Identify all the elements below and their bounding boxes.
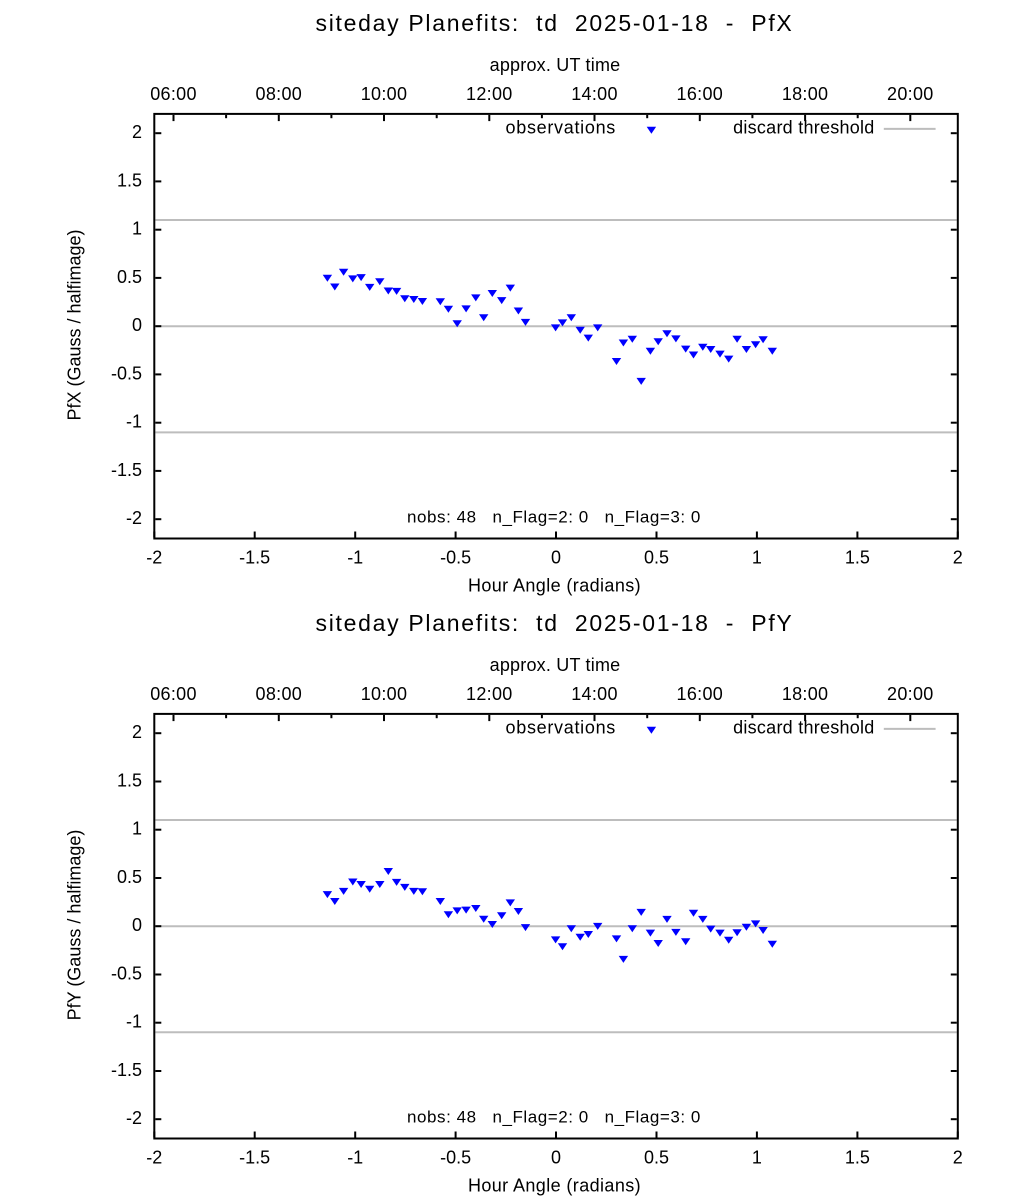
svg-text:14:00: 14:00 <box>571 84 618 104</box>
svg-text:2: 2 <box>132 122 142 142</box>
svg-text:PfY (Gauss / halfimage): PfY (Gauss / halfimage) <box>65 830 85 1021</box>
svg-text:-1: -1 <box>126 412 142 432</box>
svg-text:14:00: 14:00 <box>571 684 618 704</box>
svg-text:-2: -2 <box>126 508 142 528</box>
svg-text:1.5: 1.5 <box>117 170 142 190</box>
svg-text:0: 0 <box>551 1148 561 1168</box>
svg-text:-1.5: -1.5 <box>239 1148 270 1168</box>
svg-text:nobs: 48 n_Flag=2: 0 n_Fla: nobs: 48 n_Flag=2: 0 n_Flag=3: 0 <box>407 1108 701 1127</box>
svg-text:18:00: 18:00 <box>782 84 829 104</box>
svg-text:20:00: 20:00 <box>887 684 934 704</box>
svg-text:siteday Planefits: td 2025-0: siteday Planefits: td 2025-01-18 - PfX <box>316 10 794 36</box>
svg-text:-0.5: -0.5 <box>440 548 471 568</box>
svg-text:0: 0 <box>551 548 561 568</box>
svg-text:siteday Planefits: td 2025-0: siteday Planefits: td 2025-01-18 - PfY <box>316 610 794 636</box>
svg-text:1: 1 <box>132 819 142 839</box>
svg-text:10:00: 10:00 <box>361 684 408 704</box>
svg-text:-1: -1 <box>126 1012 142 1032</box>
svg-text:1.5: 1.5 <box>845 1148 870 1168</box>
svg-text:approx. UT time: approx. UT time <box>490 55 621 75</box>
svg-text:10:00: 10:00 <box>361 84 408 104</box>
svg-text:approx. UT time: approx. UT time <box>490 655 621 675</box>
svg-text:discard threshold: discard threshold <box>733 718 874 738</box>
svg-text:-2: -2 <box>146 1148 162 1168</box>
svg-text:08:00: 08:00 <box>256 684 303 704</box>
svg-text:-1.5: -1.5 <box>239 548 270 568</box>
svg-text:06:00: 06:00 <box>150 84 197 104</box>
svg-text:1: 1 <box>752 548 762 568</box>
svg-text:0: 0 <box>132 315 142 335</box>
svg-text:1: 1 <box>132 219 142 239</box>
svg-text:-2: -2 <box>126 1108 142 1128</box>
svg-text:08:00: 08:00 <box>256 84 303 104</box>
svg-text:18:00: 18:00 <box>782 684 829 704</box>
svg-text:1.5: 1.5 <box>117 771 142 791</box>
svg-text:nobs: 48 n_Flag=2: 0 n_Fla: nobs: 48 n_Flag=2: 0 n_Flag=3: 0 <box>407 508 701 527</box>
svg-text:16:00: 16:00 <box>677 684 724 704</box>
svg-text:Hour Angle (radians): Hour Angle (radians) <box>468 575 641 595</box>
svg-text:observations: observations <box>506 718 616 738</box>
svg-text:-0.5: -0.5 <box>111 363 142 383</box>
svg-text:-1: -1 <box>347 1148 363 1168</box>
svg-text:2: 2 <box>953 548 963 568</box>
svg-text:-0.5: -0.5 <box>440 1148 471 1168</box>
svg-text:16:00: 16:00 <box>677 84 724 104</box>
svg-text:06:00: 06:00 <box>150 684 197 704</box>
svg-text:0.5: 0.5 <box>644 1148 669 1168</box>
svg-text:0: 0 <box>132 915 142 935</box>
svg-text:-2: -2 <box>146 548 162 568</box>
svg-text:-1.5: -1.5 <box>111 460 142 480</box>
svg-text:2: 2 <box>132 722 142 742</box>
svg-text:-1.5: -1.5 <box>111 1060 142 1080</box>
svg-text:Hour Angle (radians): Hour Angle (radians) <box>468 1175 641 1195</box>
svg-text:2: 2 <box>953 1148 963 1168</box>
svg-text:-0.5: -0.5 <box>111 964 142 984</box>
svg-text:observations: observations <box>506 118 616 138</box>
svg-text:PfX (Gauss / halfimage): PfX (Gauss / halfimage) <box>65 229 85 420</box>
svg-text:0.5: 0.5 <box>644 548 669 568</box>
svg-text:-1: -1 <box>347 548 363 568</box>
svg-text:20:00: 20:00 <box>887 84 934 104</box>
svg-text:1: 1 <box>752 1148 762 1168</box>
svg-text:discard threshold: discard threshold <box>733 118 874 138</box>
svg-text:0.5: 0.5 <box>117 267 142 287</box>
svg-text:1.5: 1.5 <box>845 548 870 568</box>
svg-text:12:00: 12:00 <box>466 84 513 104</box>
svg-text:12:00: 12:00 <box>466 684 513 704</box>
svg-text:0.5: 0.5 <box>117 867 142 887</box>
